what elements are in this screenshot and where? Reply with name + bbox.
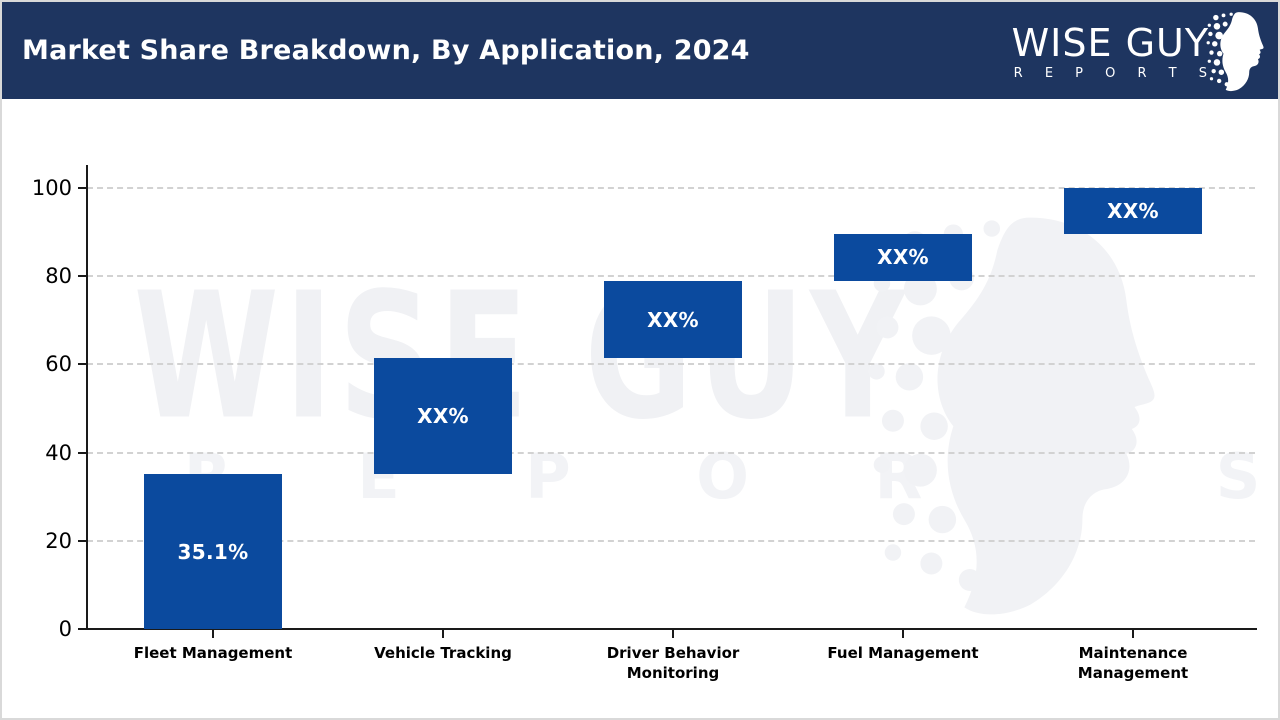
x-tick-mark [672,630,674,638]
y-tick-mark [78,187,86,189]
y-tick-mark [78,628,86,630]
x-tick-mark [442,630,444,638]
page-title: Market Share Breakdown, By Application, … [22,35,750,66]
bar-segment[interactable]: XX% [1064,188,1202,234]
x-category-label: Driver Behavior Monitoring [606,644,740,683]
bar-value-label: XX% [877,245,929,270]
x-axis-line [86,628,1257,630]
x-tick-mark [1132,630,1134,638]
bar-segment[interactable]: XX% [374,358,512,475]
y-axis-tick-label: 40 [45,440,72,465]
y-axis-tick-label: 20 [45,528,72,553]
x-category-label: Fleet Management [133,644,293,662]
x-tick-mark [212,630,214,638]
y-tick-mark [78,363,86,366]
y-axis-tick-label: 100 [31,176,72,200]
y-axis-tick-label: 60 [45,352,72,377]
y-tick-mark [78,539,86,542]
bar-value-label: XX% [417,404,469,429]
watermark-wordmark: WISE GUY [133,255,911,459]
bar-value-label: XX% [1107,198,1159,223]
header: Market Share Breakdown, By Application, … [2,2,1278,99]
x-category-label: Maintenance Management [1077,644,1189,683]
wise-guy-reports-logo: WISE GUY R E P O R T S [1005,8,1266,96]
logo-wordmark: WISE GUY [1011,20,1210,65]
bar-segment[interactable]: XX% [834,233,972,282]
bar-segment[interactable]: 35.1% [144,474,282,629]
logo-subtitle: R E P O R T S [1013,65,1216,81]
bar-segment[interactable]: XX% [604,281,742,359]
y-axis-line [86,165,88,630]
y-gridline [87,451,1255,454]
y-tick-mark [78,275,86,278]
x-category-label: Vehicle Tracking [374,644,512,662]
bar-value-label: XX% [647,307,699,332]
logo-text: WISE GUY R E P O R T S [1005,24,1216,81]
y-axis-tick-label: 0 [58,617,72,641]
head-silhouette-icon [1204,11,1266,93]
y-gridline [87,275,1255,278]
y-axis-tick-label: 80 [45,264,72,289]
y-gridline [87,539,1255,542]
x-tick-mark [902,630,904,638]
y-gridline [87,363,1255,366]
bar-value-label: 35.1% [177,539,249,564]
y-tick-mark [78,451,86,454]
y-gridline [87,187,1255,189]
x-category-label: Fuel Management [827,644,979,662]
